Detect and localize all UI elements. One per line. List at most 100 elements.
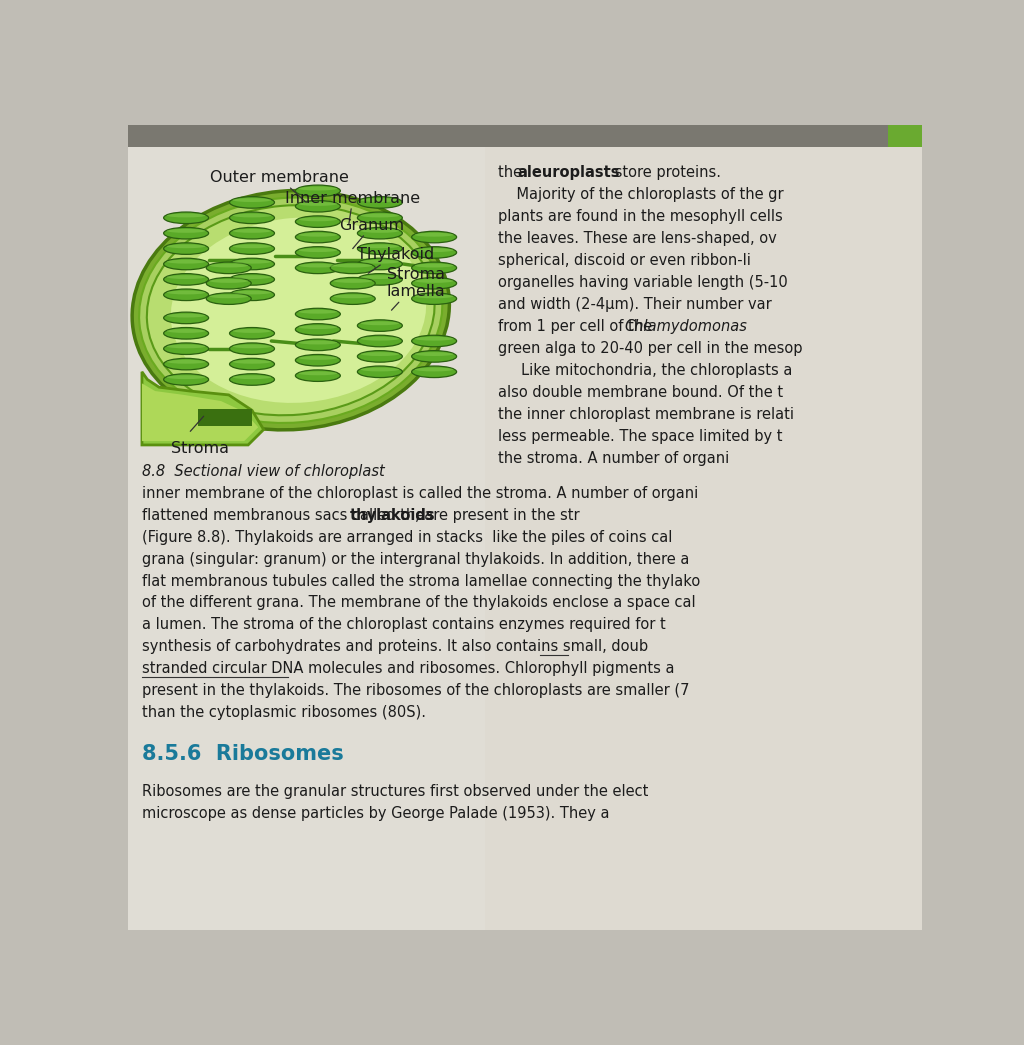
Bar [484,147,922,930]
Ellipse shape [206,278,251,289]
Ellipse shape [164,289,209,301]
Ellipse shape [299,263,337,268]
Text: microscope as dense particles by George Palade (1953). They a: microscope as dense particles by George … [142,806,609,821]
Ellipse shape [412,293,457,304]
Ellipse shape [357,242,402,254]
Text: the inner chloroplast membrane is relati: the inner chloroplast membrane is relati [499,407,795,422]
Ellipse shape [167,275,206,279]
Text: than the cytoplasmic ribosomes (80S).: than the cytoplasmic ribosomes (80S). [142,705,426,720]
Text: of the different grana. The membrane of the thylakoids enclose a space cal: of the different grana. The membrane of … [142,596,695,610]
Ellipse shape [229,327,274,339]
Ellipse shape [232,291,271,295]
Ellipse shape [229,343,274,354]
Ellipse shape [331,293,375,304]
Bar [128,125,922,147]
Ellipse shape [164,327,209,339]
Text: flattened membranous sacs called the: flattened membranous sacs called the [142,508,429,522]
Ellipse shape [412,366,457,377]
Polygon shape [142,384,258,441]
Ellipse shape [295,354,340,366]
Ellipse shape [171,217,426,403]
Text: the: the [499,165,527,181]
Ellipse shape [295,370,340,381]
Ellipse shape [415,249,454,252]
Ellipse shape [232,245,271,249]
Ellipse shape [299,341,337,345]
Ellipse shape [331,278,375,289]
Ellipse shape [360,213,399,217]
Ellipse shape [360,322,399,325]
Ellipse shape [360,245,399,249]
Ellipse shape [164,258,209,270]
Ellipse shape [360,336,399,341]
Ellipse shape [167,345,206,348]
Ellipse shape [167,359,206,364]
Ellipse shape [415,279,454,283]
Text: spherical, discoid or even ribbon-li: spherical, discoid or even ribbon-li [499,253,752,269]
Ellipse shape [229,289,274,301]
Ellipse shape [167,314,206,318]
Text: Stroma
lamella: Stroma lamella [387,268,445,310]
Ellipse shape [146,205,434,415]
Text: Outer membrane: Outer membrane [210,170,348,203]
Text: Majority of the chloroplasts of the gr: Majority of the chloroplasts of the gr [499,187,784,203]
Ellipse shape [415,295,454,298]
Text: aleuroplasts: aleuroplasts [517,165,620,181]
Ellipse shape [167,260,206,263]
Ellipse shape [412,231,457,242]
Text: Ribosomes are the granular structures first observed under the elect: Ribosomes are the granular structures fi… [142,784,648,799]
Ellipse shape [415,352,454,356]
Ellipse shape [357,320,402,331]
Ellipse shape [415,368,454,371]
Ellipse shape [139,198,442,423]
Text: Inner membrane: Inner membrane [286,191,420,224]
Ellipse shape [295,339,340,351]
Ellipse shape [167,329,206,333]
Ellipse shape [164,228,209,239]
Text: from 1 per cell of the: from 1 per cell of the [499,319,657,334]
Ellipse shape [360,229,399,233]
Ellipse shape [232,359,271,364]
Ellipse shape [415,233,454,236]
Ellipse shape [232,199,271,202]
Ellipse shape [415,263,454,268]
Ellipse shape [209,263,248,268]
Ellipse shape [331,262,375,274]
Ellipse shape [295,201,340,212]
Ellipse shape [229,258,274,270]
Ellipse shape [232,329,271,333]
Ellipse shape [360,275,399,279]
Ellipse shape [360,199,399,202]
Ellipse shape [299,187,337,190]
Ellipse shape [295,216,340,228]
Ellipse shape [167,245,206,249]
Ellipse shape [360,368,399,371]
Ellipse shape [164,312,209,324]
Ellipse shape [229,358,274,370]
Ellipse shape [164,274,209,285]
Ellipse shape [232,229,271,233]
Bar [198,409,252,425]
Ellipse shape [164,343,209,354]
Ellipse shape [357,351,402,363]
Bar [888,125,922,171]
Ellipse shape [232,260,271,263]
Ellipse shape [412,278,457,289]
Text: a lumen. The stroma of the chloroplast contains enzymes required for t: a lumen. The stroma of the chloroplast c… [142,618,666,632]
Text: green alga to 20-40 per cell in the mesop: green alga to 20-40 per cell in the meso… [499,341,803,356]
Text: Stroma: Stroma [171,441,228,456]
Ellipse shape [334,263,372,268]
Ellipse shape [229,196,274,208]
Ellipse shape [164,242,209,254]
Text: also double membrane bound. Of the t: also double membrane bound. Of the t [499,385,783,400]
Text: thylakoids: thylakoids [349,508,435,522]
Ellipse shape [232,375,271,379]
Ellipse shape [360,352,399,356]
Ellipse shape [360,260,399,263]
Ellipse shape [167,229,206,233]
Ellipse shape [412,247,457,258]
Ellipse shape [334,279,372,283]
Text: 8.5.6  Ribosomes: 8.5.6 Ribosomes [142,744,344,764]
Ellipse shape [357,228,402,239]
Ellipse shape [299,371,337,375]
